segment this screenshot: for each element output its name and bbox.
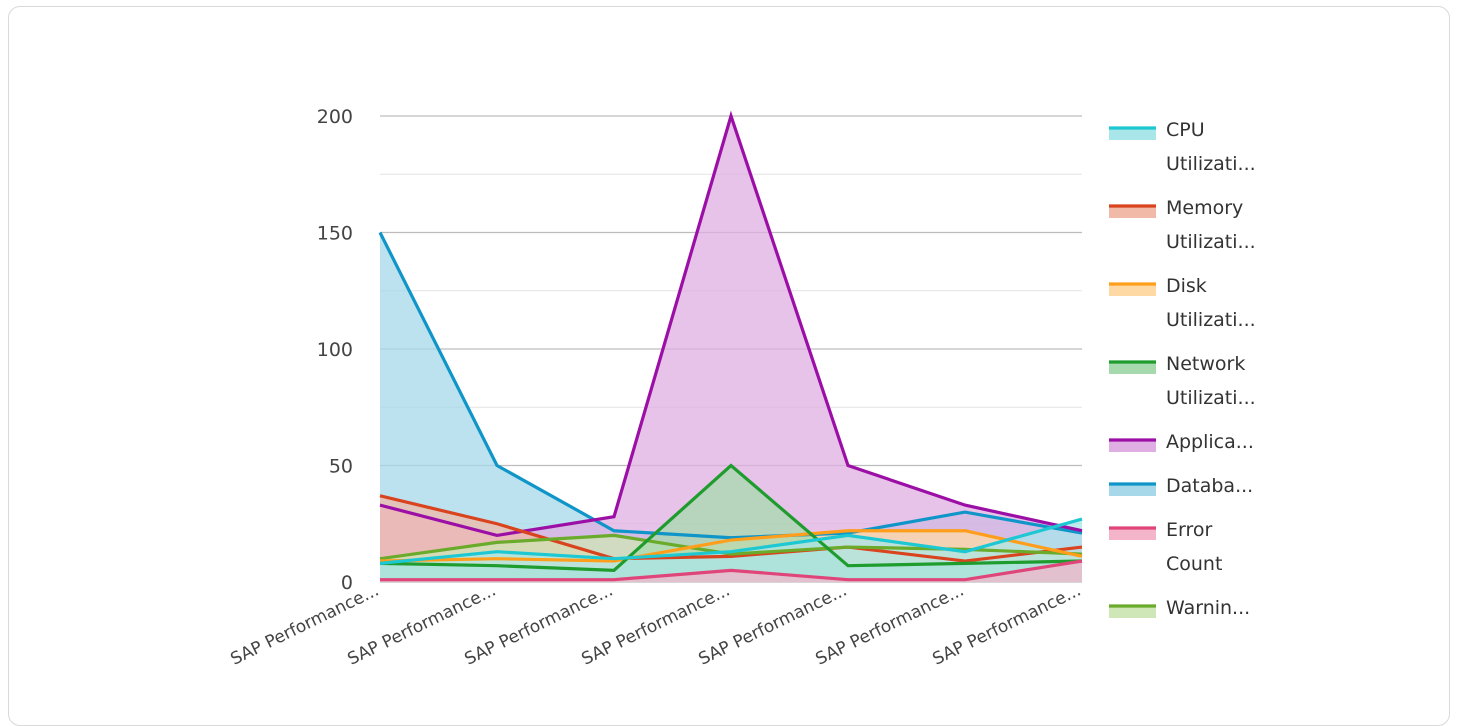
legend-swatch bbox=[1109, 362, 1156, 374]
legend-label: CPU bbox=[1166, 119, 1205, 141]
series-area-4 bbox=[380, 116, 1082, 582]
legend-swatch bbox=[1109, 528, 1156, 540]
series-area-3 bbox=[380, 465, 1082, 582]
legend-item: CPU Utilizati... bbox=[1109, 119, 1256, 175]
legend-label: Count bbox=[1166, 553, 1222, 575]
legend-item: Memory Utilizati... bbox=[1109, 197, 1256, 253]
legend-swatch bbox=[1109, 440, 1156, 452]
legend-swatch bbox=[1109, 284, 1156, 296]
legend-label: Network bbox=[1166, 353, 1245, 375]
legend-item: Error Count bbox=[1109, 519, 1222, 575]
legend-item: Warnin... bbox=[1109, 597, 1250, 619]
y-tick-label: 100 bbox=[317, 339, 353, 361]
series-line-6 bbox=[380, 559, 1083, 582]
legend-swatch bbox=[1109, 206, 1156, 218]
y-axis: 0 50 100 150 200 bbox=[317, 106, 353, 594]
y-tick-label: 0 bbox=[341, 572, 353, 594]
legend-swatch bbox=[1109, 606, 1156, 618]
legend-label: Utilizati... bbox=[1166, 153, 1256, 175]
series-line-4 bbox=[379, 110, 1083, 538]
series-line-2 bbox=[379, 529, 1083, 563]
x-axis: SAP Performance...SAP Performance...SAP … bbox=[228, 581, 1085, 670]
series-area-0 bbox=[380, 519, 1082, 582]
legend-swatch bbox=[1109, 128, 1156, 140]
legend: CPU Utilizati... Memory Utilizati... Disk Uti… bbox=[1109, 119, 1256, 619]
y-tick-label: 50 bbox=[329, 456, 353, 478]
legend-item: Applica... bbox=[1109, 431, 1254, 453]
legend-label: Utilizati... bbox=[1166, 231, 1256, 253]
legend-label: Error bbox=[1166, 519, 1213, 541]
legend-item: Databa... bbox=[1109, 475, 1253, 497]
series-line-1 bbox=[379, 494, 1083, 563]
legend-label: Databa... bbox=[1166, 475, 1253, 497]
legend-label: Applica... bbox=[1166, 431, 1254, 453]
legend-label: Memory bbox=[1166, 197, 1243, 219]
legend-label: Warnin... bbox=[1166, 597, 1250, 619]
series-line-7 bbox=[379, 533, 1083, 561]
y-tick-label: 200 bbox=[317, 106, 353, 128]
legend-item: Network Utilizati... bbox=[1109, 353, 1256, 409]
series-line-5 bbox=[378, 231, 1083, 540]
y-tick-label: 150 bbox=[317, 223, 353, 245]
series-lines bbox=[378, 110, 1083, 582]
series-line-0 bbox=[379, 517, 1083, 565]
legend-item: Disk Utilizati... bbox=[1109, 275, 1256, 331]
legend-label: Utilizati... bbox=[1166, 309, 1256, 331]
legend-label: Utilizati... bbox=[1166, 387, 1256, 409]
legend-swatch bbox=[1109, 484, 1156, 496]
area-chart: 0 50 100 150 200 SAP Performance...SAP Perfo… bbox=[228, 106, 1256, 670]
series-line-3 bbox=[379, 463, 1083, 572]
legend-label: Disk bbox=[1166, 275, 1207, 297]
